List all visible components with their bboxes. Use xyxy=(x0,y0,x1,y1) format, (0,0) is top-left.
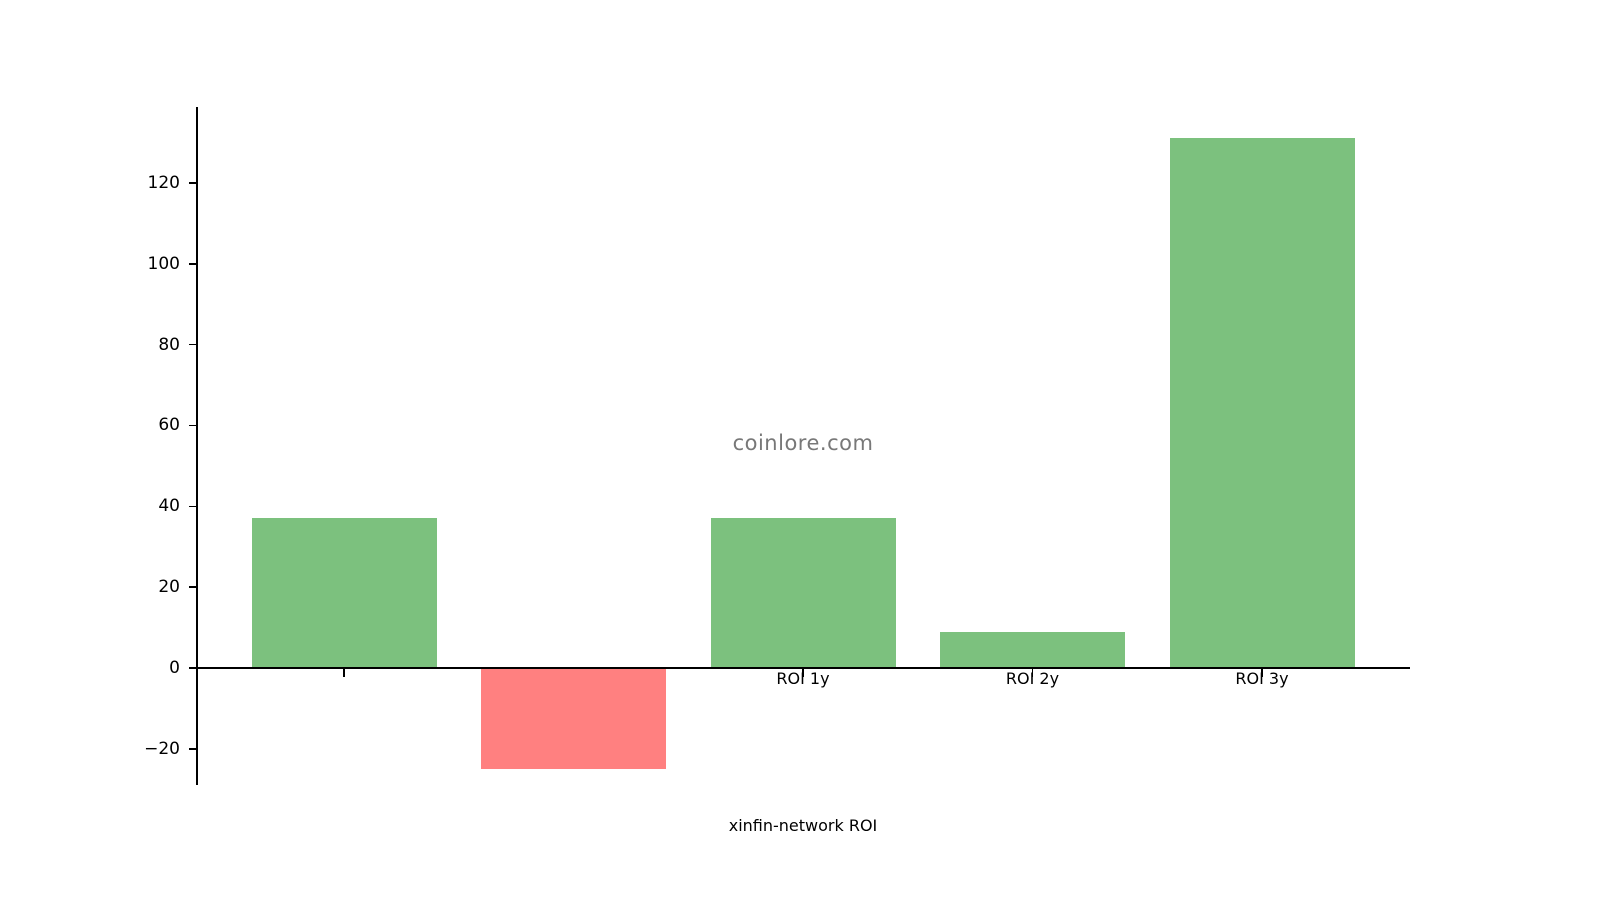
y-axis-spine xyxy=(196,107,198,785)
y-tick-label: 40 xyxy=(158,496,180,517)
y-tick xyxy=(189,424,196,427)
x-tick-label: ROI 2y xyxy=(1005,669,1060,688)
x-tick xyxy=(343,668,345,677)
y-tick-label: 100 xyxy=(147,253,180,274)
y-tick xyxy=(189,586,196,588)
watermark: coinlore.com xyxy=(732,431,874,455)
y-tick-label: 20 xyxy=(158,577,180,598)
x-tick xyxy=(802,668,804,677)
bar-roi-3y xyxy=(1169,138,1355,668)
y-tick xyxy=(189,505,196,508)
y-tick-label: 0 xyxy=(169,658,180,678)
x-tick-label: ROI 3y xyxy=(1235,669,1289,688)
x-tick xyxy=(1031,668,1034,677)
bar-unlabeled-2 xyxy=(481,668,666,770)
bar-roi-2y xyxy=(940,631,1125,668)
bar-roi-1y xyxy=(710,518,896,668)
y-tick-label: 80 xyxy=(158,334,180,355)
y-tick-label: 120 xyxy=(147,172,180,193)
x-axis-title: xinfin-network ROI xyxy=(728,816,878,835)
y-tick xyxy=(189,667,196,669)
y-tick-label: −20 xyxy=(144,738,180,759)
y-tick xyxy=(189,263,196,265)
x-tick-label: ROI 1y xyxy=(776,669,830,688)
y-tick-label: 60 xyxy=(158,415,180,436)
x-tick xyxy=(1261,668,1263,677)
y-tick xyxy=(189,748,196,750)
y-tick xyxy=(189,182,196,184)
x-axis-line xyxy=(196,667,1410,669)
y-tick xyxy=(189,343,196,346)
bar-unlabeled-1 xyxy=(251,518,437,668)
